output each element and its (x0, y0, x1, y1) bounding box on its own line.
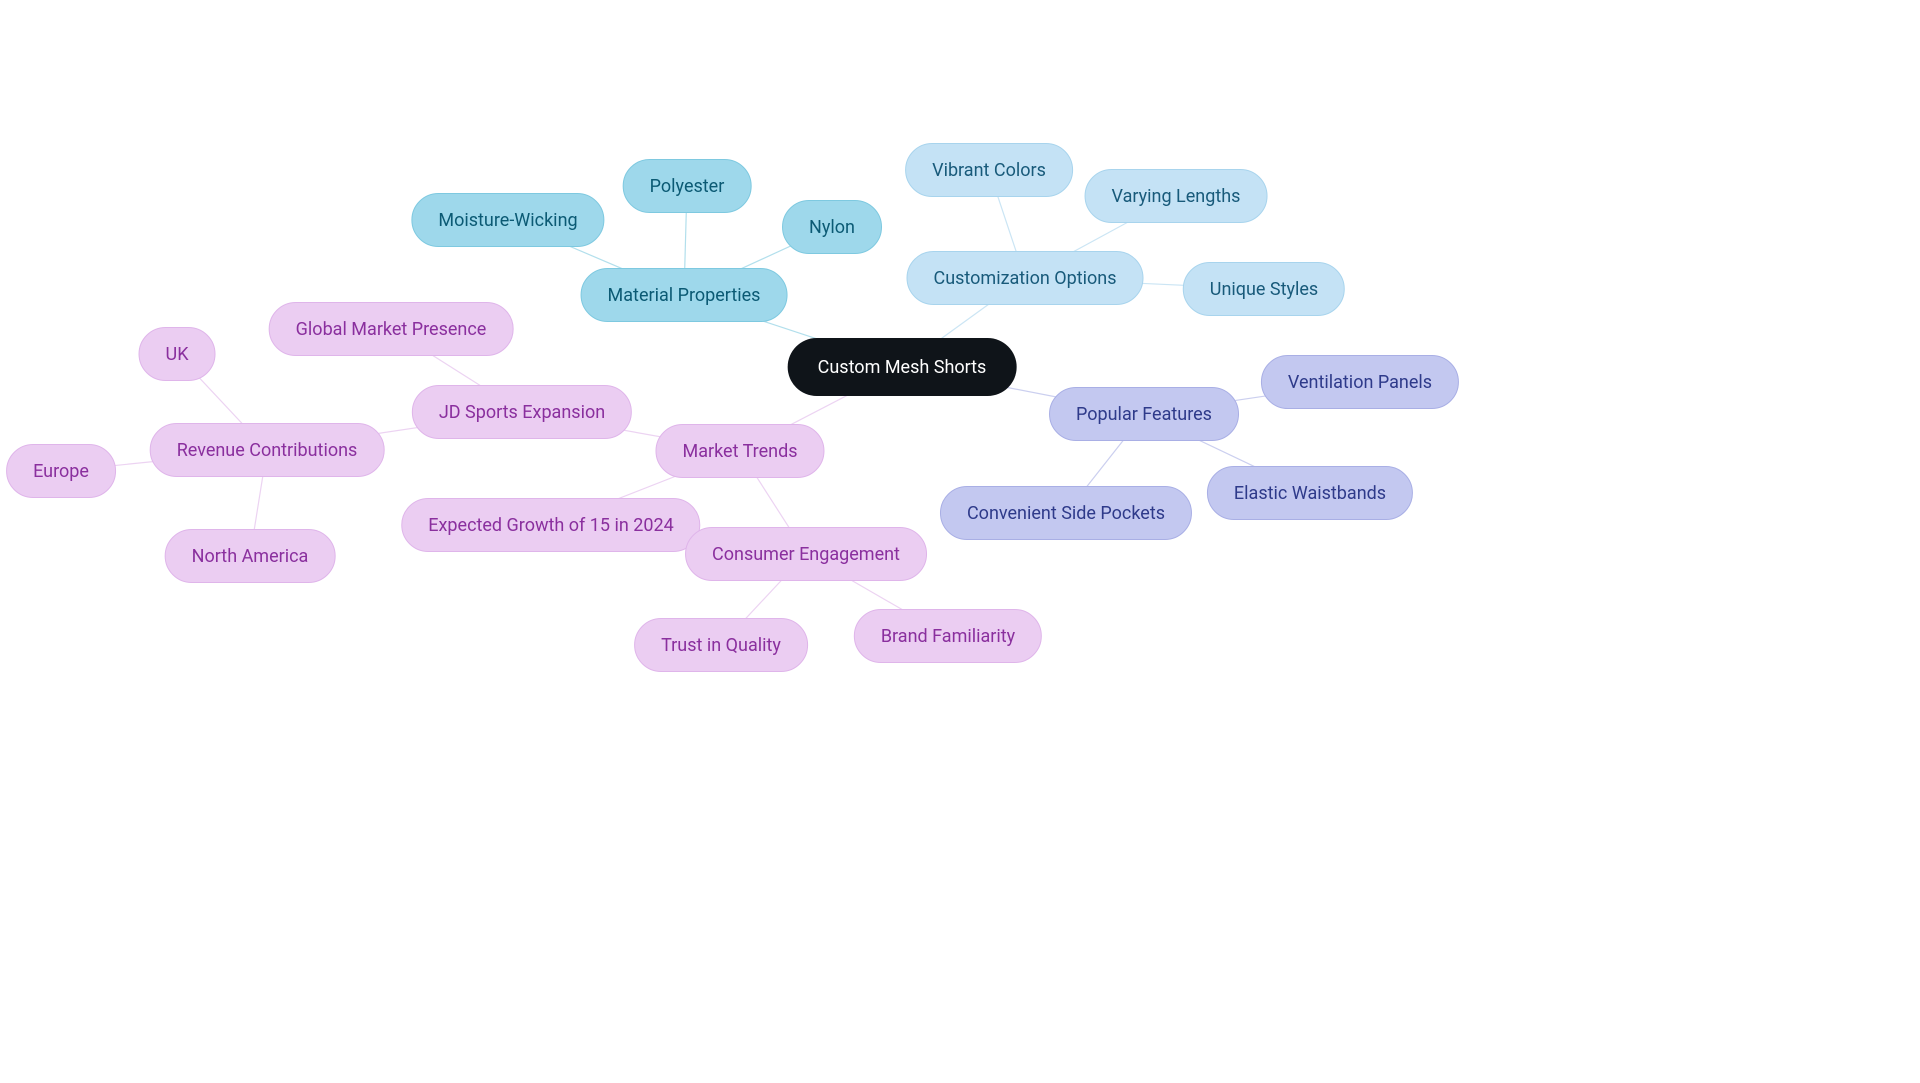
node-nylon: Nylon (782, 200, 882, 254)
node-vibrant: Vibrant Colors (905, 143, 1073, 197)
node-growth: Expected Growth of 15 in 2024 (401, 498, 700, 552)
node-root: Custom Mesh Shorts (788, 338, 1017, 396)
node-features: Popular Features (1049, 387, 1239, 441)
node-unique: Unique Styles (1183, 262, 1345, 316)
node-trust: Trust in Quality (634, 618, 808, 672)
node-ventilation: Ventilation Panels (1261, 355, 1459, 409)
node-material: Material Properties (581, 268, 788, 322)
node-revenue: Revenue Contributions (150, 423, 385, 477)
node-pockets: Convenient Side Pockets (940, 486, 1192, 540)
node-europe: Europe (6, 444, 116, 498)
node-jdsports: JD Sports Expansion (412, 385, 632, 439)
node-global: Global Market Presence (269, 302, 514, 356)
node-na: North America (165, 529, 336, 583)
node-lengths: Varying Lengths (1085, 169, 1268, 223)
node-elastic: Elastic Waistbands (1207, 466, 1413, 520)
node-moisture: Moisture-Wicking (411, 193, 604, 247)
node-polyester: Polyester (623, 159, 752, 213)
node-brand: Brand Familiarity (854, 609, 1042, 663)
node-engagement: Consumer Engagement (685, 527, 927, 581)
node-uk: UK (139, 327, 216, 381)
node-trends: Market Trends (655, 424, 824, 478)
node-custom: Customization Options (907, 251, 1144, 305)
